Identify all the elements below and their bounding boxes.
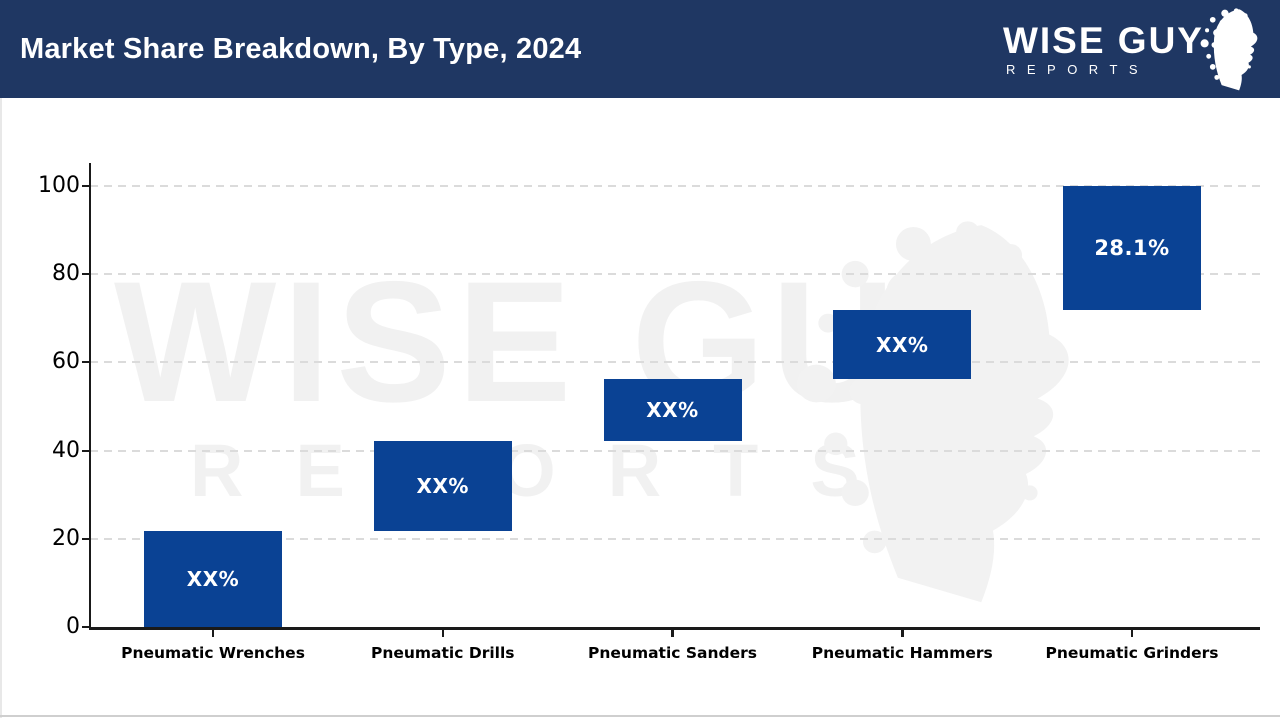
y-axis-line (88, 163, 91, 630)
logo-subtext: REPORTS (1005, 62, 1150, 77)
gridline-80 (90, 273, 1260, 276)
y-tick-label-0: 0 (66, 614, 80, 639)
gridline-20 (90, 537, 1260, 540)
bar-pneumatic-drills: XX% (373, 440, 512, 531)
bar-pneumatic-wrenches: XX% (144, 530, 282, 627)
bar-pneumatic-grinders: 28.1% (1063, 186, 1201, 310)
y-tick-100 (82, 185, 90, 187)
x-axis-line (88, 627, 1260, 630)
x-tick-label-pneumatic-hammers: Pneumatic Hammers (811, 644, 993, 662)
x-tick-label-pneumatic-wrenches: Pneumatic Wrenches (121, 644, 305, 662)
bar-value-label-pneumatic-hammers: XX% (876, 332, 929, 357)
y-tick-label-20: 20 (52, 525, 80, 551)
logo-wordmark: WISE GUY REPORTS (1003, 22, 1204, 76)
x-tick-label-pneumatic-drills: Pneumatic Drills (370, 644, 515, 662)
logo-wordmark-text: WISE GUY (1002, 20, 1204, 61)
gridline-60 (90, 361, 1260, 364)
x-tick-pneumatic-wrenches (211, 629, 215, 637)
x-tick-label-pneumatic-grinders: Pneumatic Grinders (1045, 644, 1219, 662)
header-banner: Market Share Breakdown, By Type, 2024 WI… (0, 0, 1280, 98)
y-tick-60 (82, 361, 90, 364)
y-tick-20 (82, 537, 90, 540)
bar-value-label-pneumatic-grinders: 28.1% (1094, 235, 1170, 260)
chart-title: Market Share Breakdown, By Type, 2024 (20, 32, 582, 65)
wiseguy-logo: WISE GUY REPORTS (1003, 6, 1280, 92)
y-tick-label-60: 60 (52, 349, 80, 375)
gridline-100 (90, 185, 1260, 187)
bar-value-label-pneumatic-wrenches: XX% (186, 566, 240, 591)
bar-value-label-pneumatic-sanders: XX% (646, 398, 699, 423)
y-tick-label-100: 100 (38, 173, 80, 198)
chart-area: WISE GUY REPORTS 0 20 40 60 80 100 XX% Pneumati… (0, 98, 1280, 718)
y-tick-80 (82, 273, 90, 276)
y-tick-0 (82, 626, 90, 628)
watermark-subtext: REPORTS (190, 429, 912, 512)
x-tick-pneumatic-sanders (671, 629, 674, 637)
bar-pneumatic-hammers: XX% (833, 309, 972, 380)
y-tick-label-80: 80 (52, 261, 80, 287)
x-tick-pneumatic-hammers (901, 629, 904, 637)
y-tick-40 (82, 449, 90, 452)
x-tick-pneumatic-grinders (1130, 629, 1134, 637)
x-tick-label-pneumatic-sanders: Pneumatic Sanders (588, 644, 757, 662)
bar-value-label-pneumatic-drills: XX% (416, 473, 469, 498)
bottom-border (0, 715, 1280, 717)
x-tick-pneumatic-drills (441, 629, 444, 637)
y-tick-label-40: 40 (52, 437, 80, 463)
bar-pneumatic-sanders: XX% (603, 379, 742, 441)
gridline-40 (90, 449, 1260, 452)
